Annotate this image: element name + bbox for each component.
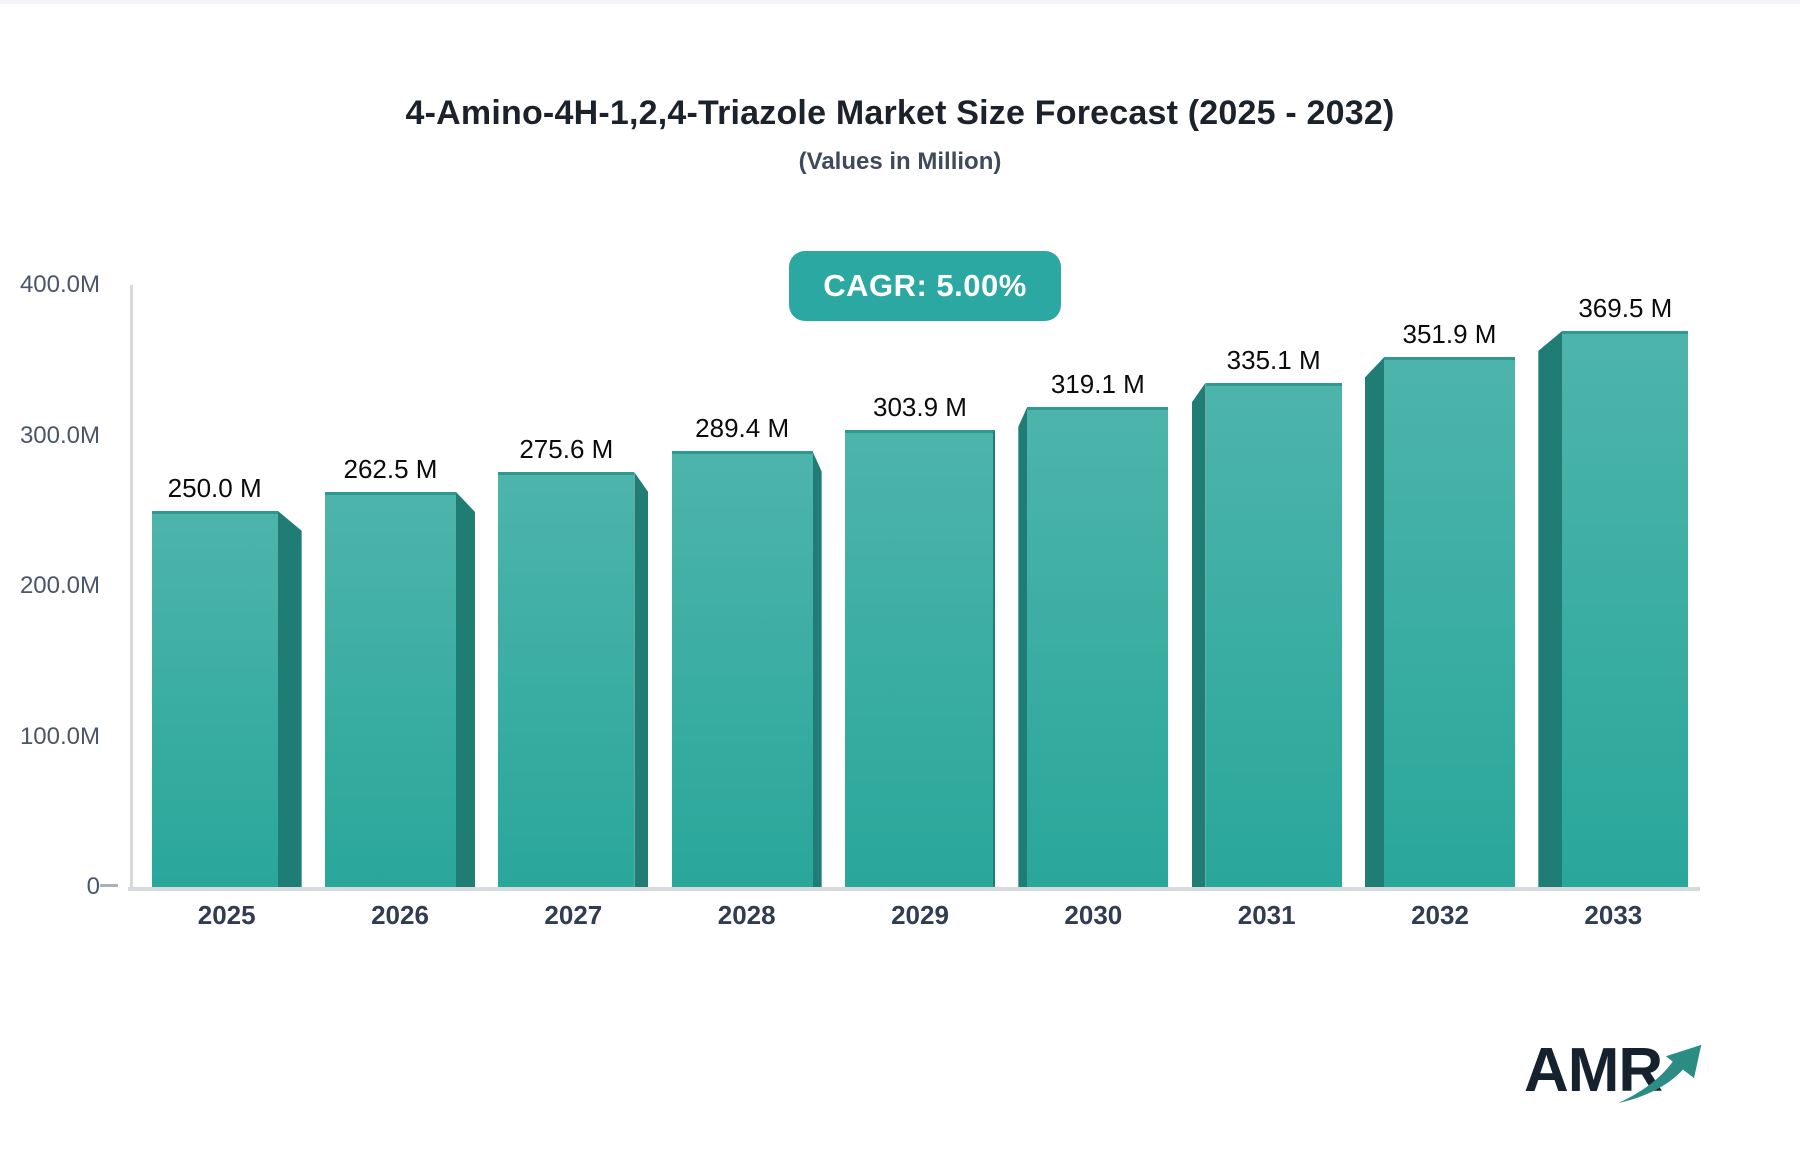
chart-subtitle: (Values in Million): [798, 148, 1002, 175]
bar-2033: [1562, 330, 1689, 887]
amr-logo-text: AMR: [1524, 1036, 1663, 1105]
page-top-strip: [0, 0, 1800, 4]
amr-logo: AMR: [1524, 1040, 1734, 1130]
bar-value-label: 275.6 M: [519, 434, 614, 465]
bar-2027: [498, 472, 635, 887]
bar-3d-side: [812, 451, 822, 887]
bar-value-label: 335.1 M: [1226, 344, 1321, 375]
y-axis-tick-label: 300.0M: [19, 421, 100, 449]
x-axis-tick-label: 2025: [197, 900, 256, 930]
bar-3d-side: [1365, 357, 1384, 887]
bar-value-label: 250.0 M: [167, 472, 262, 503]
bar-value-label: 351.9 M: [1402, 319, 1497, 350]
y-axis-tick-label: 400.0M: [19, 271, 100, 298]
x-axis-tick-label: 2027: [544, 900, 603, 930]
bar-value-label: 303.9 M: [873, 391, 967, 422]
bar-value-label: 262.5 M: [343, 453, 438, 484]
x-axis-tick-label: 2029: [891, 900, 949, 930]
cagr-badge-label: CAGR: 5.00%: [823, 268, 1027, 303]
y-axis-tick-label: 200.0M: [19, 572, 100, 599]
bar-2029: [845, 429, 995, 887]
bar-2030: [1027, 406, 1169, 887]
bar-3d-side: [277, 510, 302, 887]
bar-2032: [1384, 357, 1515, 887]
growth-arrow-icon: [1618, 1044, 1702, 1104]
x-axis-tick-label: 2032: [1411, 900, 1469, 930]
x-axis-baseline: [128, 887, 1700, 891]
x-axis-tick-label: 2026: [371, 900, 429, 930]
bar-value-label: 289.4 M: [695, 413, 790, 444]
x-axis-tick-label: 2031: [1237, 900, 1296, 930]
y-axis-tick-label: 100.0M: [19, 722, 100, 750]
bar-value-label: 369.5 M: [1578, 292, 1673, 323]
bar-2031: [1205, 382, 1342, 887]
bar-3d-side: [456, 491, 475, 887]
bar-3d-side: [634, 472, 649, 887]
bar-2025: [151, 510, 278, 887]
zero-tick-mark: [100, 884, 118, 887]
chart-title: 4-Amino-4H-1,2,4-Triazole Market Size Fo…: [405, 94, 1395, 132]
bar-3d-side: [1538, 330, 1563, 887]
bar-value-label: 319.1 M: [1050, 368, 1145, 399]
cagr-badge: CAGR: 5.00%: [789, 251, 1061, 321]
x-axis-tick-label: 2030: [1064, 900, 1123, 930]
y-axis-line: [130, 285, 133, 890]
bar-3d-side: [1191, 382, 1206, 887]
bar-2028: [671, 451, 813, 887]
x-axis-tick-label: 2028: [717, 900, 776, 930]
y-axis-tick-label: 0: [86, 873, 100, 900]
x-axis-tick-label: 2033: [1584, 900, 1643, 930]
bar-3d-side: [1018, 406, 1028, 887]
bar-2026: [325, 491, 456, 887]
